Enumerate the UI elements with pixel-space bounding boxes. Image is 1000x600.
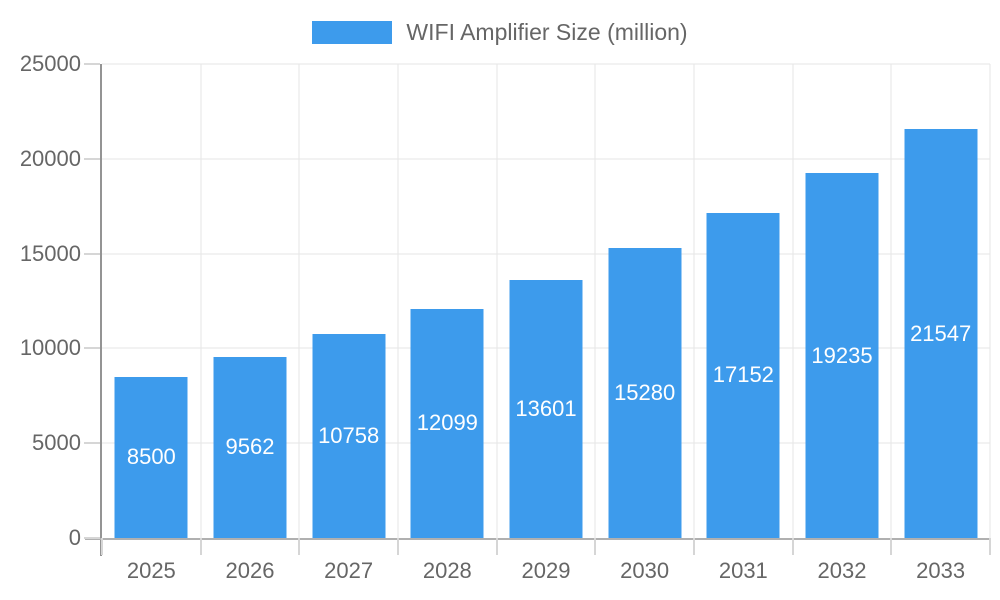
x-tick [890, 538, 893, 555]
y-axis-label: 5000 [32, 430, 81, 456]
x-gridline [989, 64, 991, 538]
y-tick [84, 347, 100, 350]
bar-value-label: 19235 [811, 342, 873, 368]
x-axis-label: 2026 [225, 558, 275, 583]
y-tick [84, 252, 100, 255]
legend[interactable]: WIFI Amplifier Size (million) [0, 19, 1000, 45]
plot-area: 0 5000 10000 15000 20000 25000 2025 8500 2026 956… [20, 53, 991, 582]
y-axis-label: 15000 [19, 240, 81, 266]
x-tick [989, 538, 991, 555]
bar-value-label: 9562 [225, 434, 275, 460]
x-gridline [298, 64, 300, 538]
x-tick [692, 538, 695, 555]
x-tick [791, 538, 794, 555]
bar-value-label: 10758 [318, 423, 380, 449]
x-axis-line [85, 538, 990, 540]
legend-swatch-icon [312, 21, 393, 45]
bar[interactable]: 8500 [114, 376, 188, 538]
legend-label: WIFI Amplifier Size (million) [406, 19, 688, 45]
bar[interactable]: 15280 [608, 248, 682, 538]
x-gridline [594, 64, 596, 538]
bar-value-label: 13601 [515, 396, 577, 422]
bar-value-label: 17152 [712, 362, 774, 388]
x-axis-label: 2031 [718, 558, 768, 583]
x-gridline [792, 64, 794, 538]
bar-value-label: 21547 [910, 320, 972, 346]
x-tick [199, 538, 202, 555]
x-tick [298, 538, 301, 555]
x-gridline [397, 64, 399, 538]
x-axis-label: 2028 [422, 558, 472, 583]
x-tick [396, 538, 399, 555]
y-axis-line [100, 64, 102, 556]
x-axis-label: 2033 [916, 558, 966, 583]
y-tick [84, 63, 100, 65]
y-gridline [102, 158, 990, 160]
bar-value-label: 15280 [614, 380, 676, 406]
y-gridline [102, 63, 990, 65]
x-tick [101, 538, 103, 555]
bar[interactable]: 12099 [410, 308, 484, 538]
x-axis-label: 2029 [521, 558, 571, 583]
x-gridline [200, 64, 202, 538]
y-tick [84, 537, 100, 539]
y-tick [84, 157, 100, 160]
bar[interactable]: 19235 [805, 173, 879, 538]
bar-value-label: 8500 [126, 444, 176, 470]
x-axis-label: 2032 [817, 558, 867, 583]
bar-value-label: 12099 [416, 410, 478, 436]
bar[interactable]: 13601 [509, 280, 583, 538]
bar[interactable]: 21547 [904, 129, 978, 538]
bar[interactable]: 10758 [312, 334, 386, 538]
bar[interactable]: 17152 [706, 212, 780, 538]
y-tick [84, 442, 100, 445]
x-gridline [496, 64, 498, 538]
y-axis-label: 25000 [19, 51, 81, 76]
x-axis-label: 2027 [324, 558, 374, 583]
x-axis-label: 2030 [620, 558, 670, 583]
y-axis-label: 20000 [19, 145, 81, 171]
y-axis-label: 10000 [19, 335, 81, 361]
x-gridline [890, 64, 892, 538]
x-tick [495, 538, 498, 555]
y-axis-label: 0 [68, 525, 81, 550]
y-gridline [102, 253, 990, 255]
bar[interactable]: 9562 [213, 356, 287, 538]
x-axis-label: 2025 [126, 558, 176, 583]
x-tick [594, 538, 597, 555]
x-gridline [693, 64, 695, 538]
